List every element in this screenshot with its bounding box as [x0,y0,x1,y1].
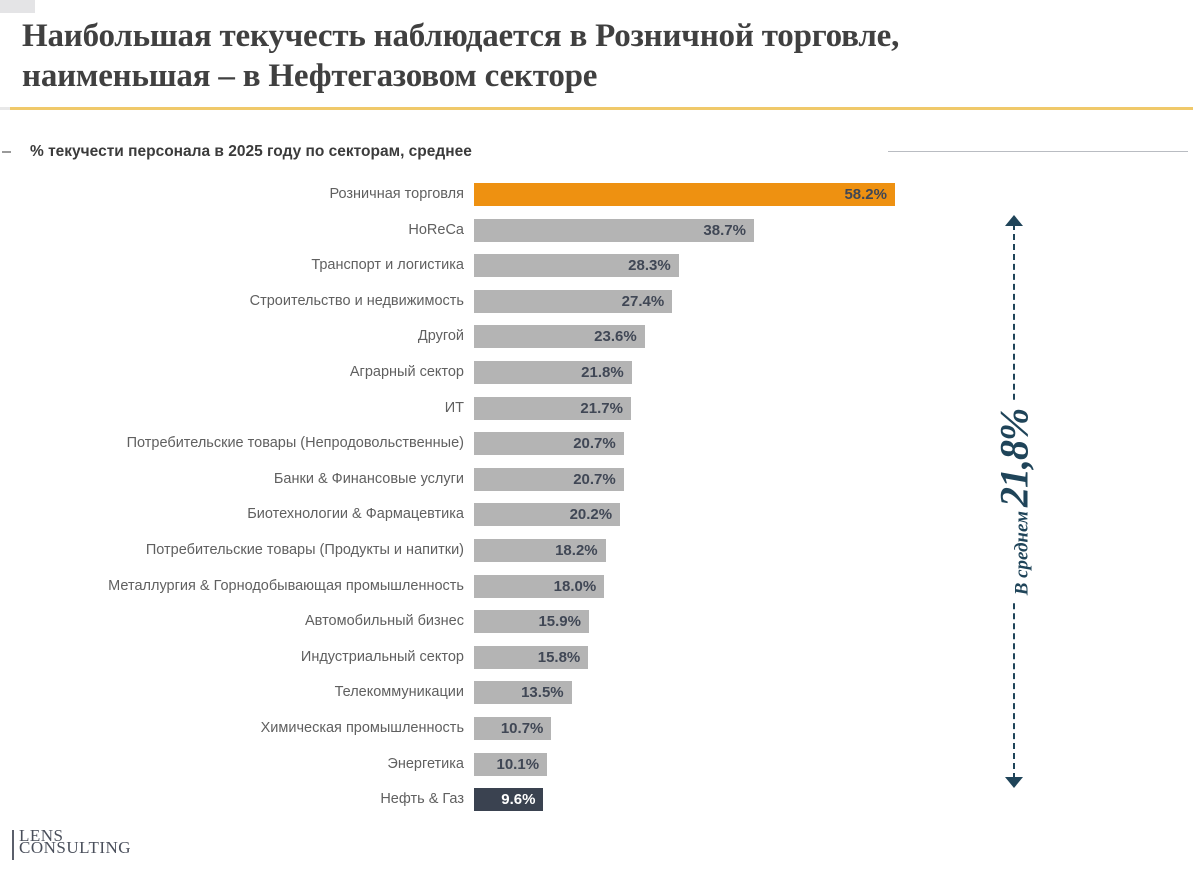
logo-line-1: LENS [19,826,64,845]
bar [474,360,632,384]
bar [474,503,621,527]
corner-accent-block [0,0,35,13]
bar-category-label: ИТ [444,399,464,416]
bar [474,716,552,740]
page-title: Наибольшая текучесть наблюдается в Розни… [22,16,1182,96]
title-divider [0,107,1193,110]
bar-category-label: Биотехнологии & Фармацевтика [247,506,464,523]
bar-value-label: 20.7% [573,470,616,488]
bar-value-label: 15.9% [538,613,581,631]
bar [474,254,679,278]
bar [474,432,624,456]
bar-value-label: 13.5% [521,684,564,702]
arrow-down-icon [1005,777,1023,788]
bar [474,610,589,634]
bar-category-label: Телекоммуникации [334,684,464,701]
bar-category-label: Потребительские товары (Непродовольствен… [126,435,464,452]
bar-row: Потребительские товары (Продукты и напит… [0,538,1193,575]
bar-value-label: 38.7% [703,221,746,239]
bar-row: Телекоммуникации 13.5% [0,681,1193,717]
bar-row: Нефть & Газ 9.6% [0,788,1193,824]
bar-value-label: 18.2% [555,541,598,559]
bar-category-label: Розничная торговля [329,186,464,202]
bar [474,218,754,242]
bar-row: Розничная торговля 58.2% [0,183,1193,219]
bar-row: ИТ 21.7% [0,396,1193,433]
bar-category-label: Аграрный сектор [349,363,464,380]
bar-category-label: Строительство и недвижимость [249,292,464,309]
bar-row: Банки & Финансовые услуги 20.7% [0,467,1193,504]
title-line-1: Наибольшая текучесть наблюдается в Розни… [22,18,900,54]
bar-category-label: Банки & Финансовые услуги [273,470,464,487]
arrow-up-icon [1005,215,1023,226]
bar [474,752,548,776]
bar [474,325,645,349]
bar-value-label: 27.4% [621,292,665,310]
bar-category-label: Металлургия & Горнодобывающая промышленн… [108,577,464,594]
bar [474,538,606,562]
bar [474,681,572,705]
bar-row: Биотехнологии & Фармацевтика 20.2% [0,503,1193,539]
title-line-2: наименьшая – в Нефтегазовом секторе [22,58,598,94]
bar-row: Энергетика 10.1% [0,752,1193,789]
bar-category-label: Другой [417,328,464,345]
bar-value-label: 20.2% [569,506,613,524]
bar-category-label: Химическая промышленность [260,719,464,736]
bar-category-label: Нефть & Газ [380,791,464,808]
logo-text: LENS CONSULTING [19,826,132,857]
bar [474,467,624,491]
bar-row: Металлургия & Горнодобывающая промышленн… [0,574,1193,611]
subtitle-rule [888,151,1188,152]
bar-row: Химическая промышленность 10.7% [0,716,1193,753]
bar-value-label: 20.7% [573,435,616,453]
bar-chart: Розничная торговля 58.2% HoReCa 38.7% Трансп… [0,183,1193,824]
bar [474,289,673,313]
bar-row: HoReCa 38.7% [0,218,1193,255]
bar [474,645,589,669]
logo-bar-icon [12,830,14,860]
bar-row: Индустриальный сектор 15.8% [0,645,1193,682]
bar-value-label: 58.2% [844,186,887,203]
bar [474,788,544,812]
subtitle-tick [2,151,11,153]
bar-value-label: 10.7% [500,719,544,737]
average-value: 21,8% [991,408,1037,507]
bar-value-label: 15.8% [537,648,581,666]
average-annotation: В среднем 21,8% [990,215,1038,788]
bar-value-label: 18.0% [553,577,597,595]
chart-subtitle: % текучести персонала в 2025 году по сек… [30,143,472,160]
average-label: В среднем 21,8% [990,402,1038,601]
logo-line-2: CONSULTING [19,838,132,857]
bar-row: Транспорт и логистика 28.3% [0,254,1193,290]
bar-value-label: 9.6% [501,791,536,809]
title-divider-cap [0,107,10,110]
bar-row: Потребительские товары (Непродовольствен… [0,432,1193,468]
bar-row: Другой 23.6% [0,325,1193,361]
bar-category-label: Индустриальный сектор [300,648,464,665]
bar-category-label: Транспорт и логистика [311,257,464,274]
bar-category-label: Потребительские товары (Продукты и напит… [145,541,464,558]
bar-category-label: HoReCa [408,221,464,238]
bar-value-label: 28.3% [628,257,671,275]
bar-row: Автомобильный бизнес 15.9% [0,610,1193,646]
average-prefix: В среднем [1011,510,1033,595]
bar-row: Строительство и недвижимость 27.4% [0,289,1193,326]
bar-category-label: Автомобильный бизнес [305,613,464,630]
bar [474,396,631,420]
bar-value-label: 23.6% [594,328,637,346]
bar-category-label: Энергетика [387,755,464,772]
bar-value-label: 21.7% [580,399,623,417]
bar [474,574,605,598]
bar [474,183,895,206]
bar-value-label: 21.8% [581,363,624,381]
bar-row: Аграрный сектор 21.8% [0,360,1193,397]
bar-value-label: 10.1% [496,755,540,773]
